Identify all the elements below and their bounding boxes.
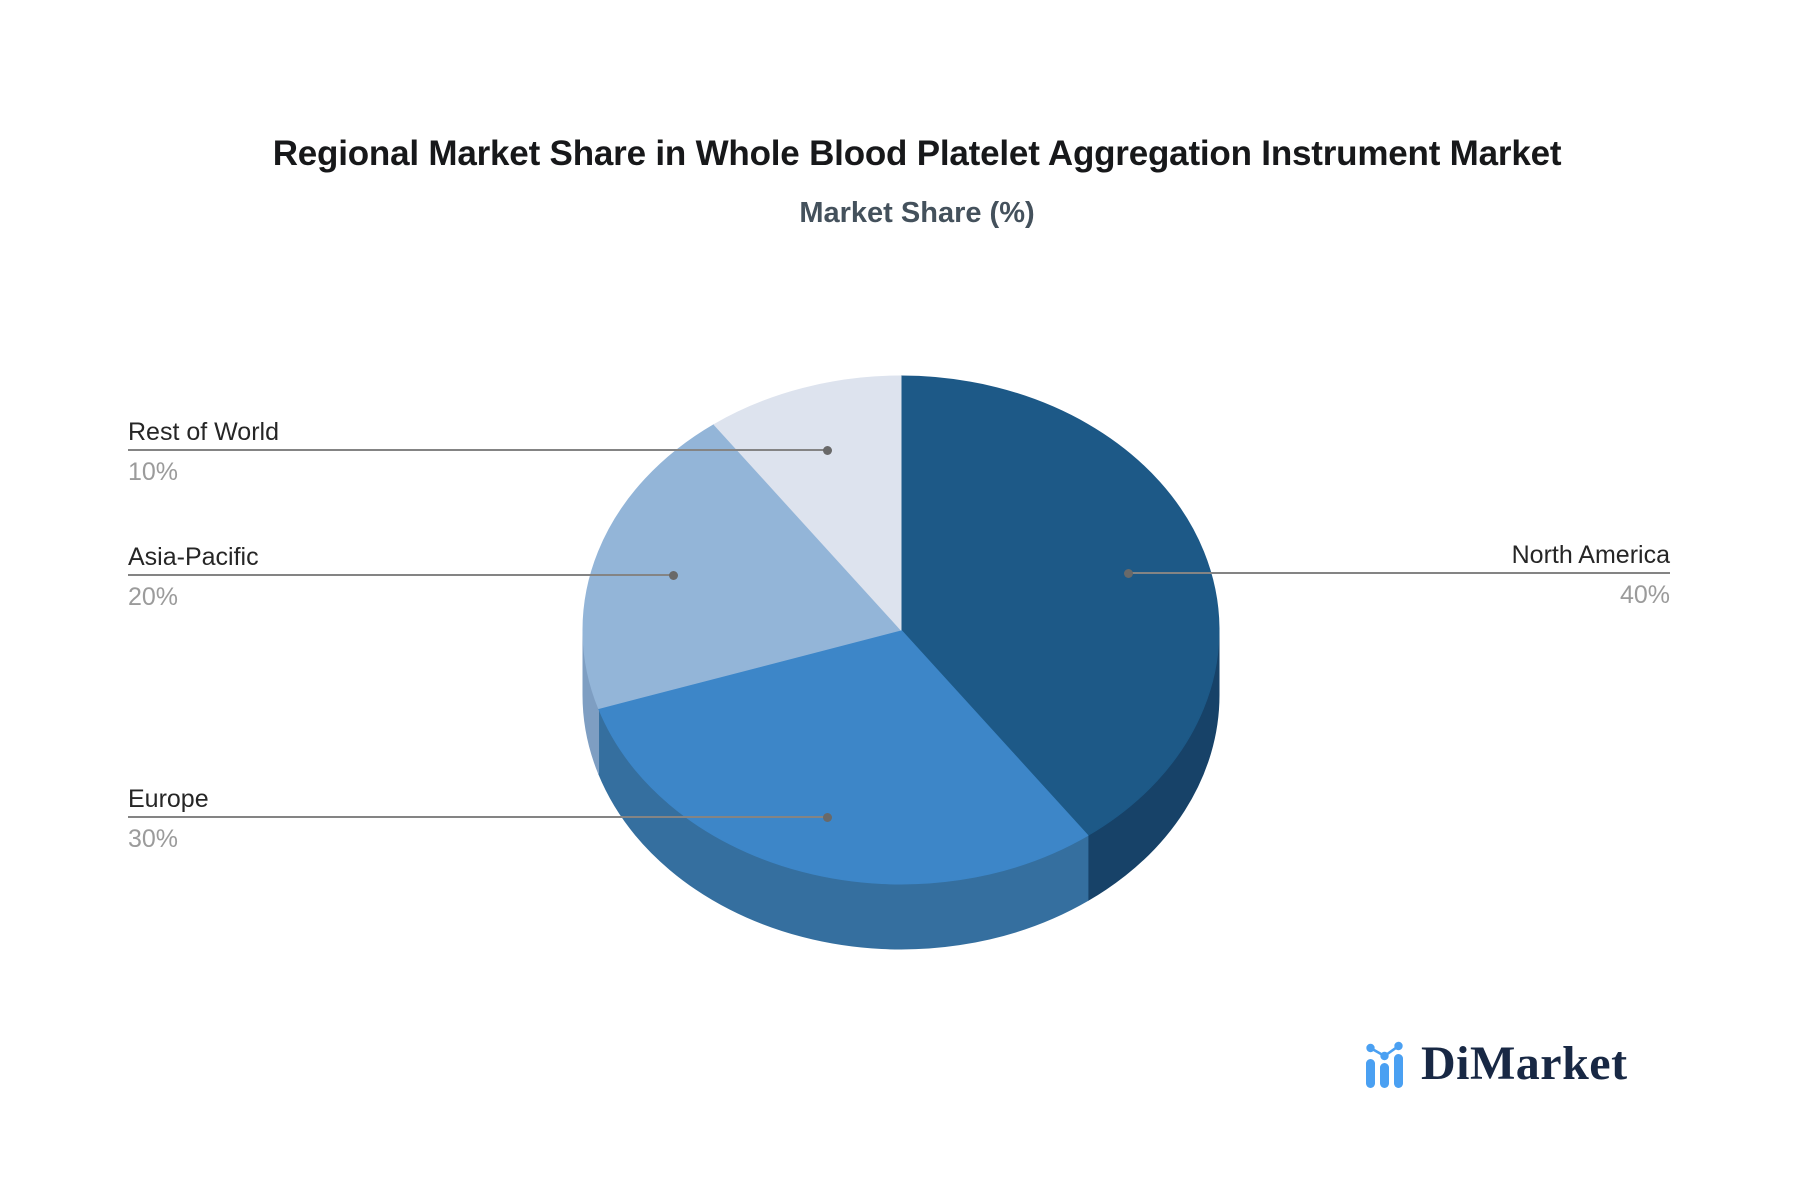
chart-title: Regional Market Share in Whole Blood Pla… bbox=[272, 134, 1562, 173]
slice-percent: 30% bbox=[128, 825, 179, 853]
logo-text: DiMarket bbox=[1421, 1037, 1628, 1090]
label-group-europe: Europe 30% bbox=[128, 784, 827, 855]
slice-label: Asia-Pacific bbox=[128, 543, 259, 571]
label-group-north-america: North America 40% bbox=[1128, 540, 1670, 611]
slice-percent: 20% bbox=[128, 583, 179, 611]
pie-slice-asia-pacific[interactable] bbox=[582, 424, 902, 709]
pie-slice-north-america[interactable] bbox=[900, 375, 1220, 836]
dimarket-logo: DiMarket bbox=[1363, 1040, 1628, 1088]
leader-line bbox=[128, 574, 673, 576]
leader-line bbox=[1128, 572, 1670, 574]
label-group-asia-pacific: Asia-Pacific 20% bbox=[128, 542, 673, 613]
leader-line bbox=[128, 816, 827, 818]
pie-slice-europe[interactable] bbox=[598, 629, 1089, 885]
leader-dot bbox=[1124, 569, 1133, 578]
slice-label: North America bbox=[1511, 541, 1670, 569]
label-group-rest-of-world: Rest of World 10% bbox=[128, 417, 827, 488]
pie-slice-rest-of-world[interactable] bbox=[713, 375, 902, 631]
bar-line-chart-icon bbox=[1366, 1041, 1403, 1088]
leader-dot bbox=[669, 571, 678, 580]
slice-label: Europe bbox=[128, 785, 209, 813]
slice-percent: 40% bbox=[1619, 581, 1670, 609]
chart-subtitle: Market Share (%) bbox=[799, 197, 1035, 229]
leader-dot bbox=[823, 446, 832, 455]
leader-dot bbox=[823, 813, 832, 822]
leader-line bbox=[128, 449, 827, 451]
slice-label: Rest of World bbox=[128, 418, 279, 446]
slice-percent: 10% bbox=[128, 458, 179, 486]
